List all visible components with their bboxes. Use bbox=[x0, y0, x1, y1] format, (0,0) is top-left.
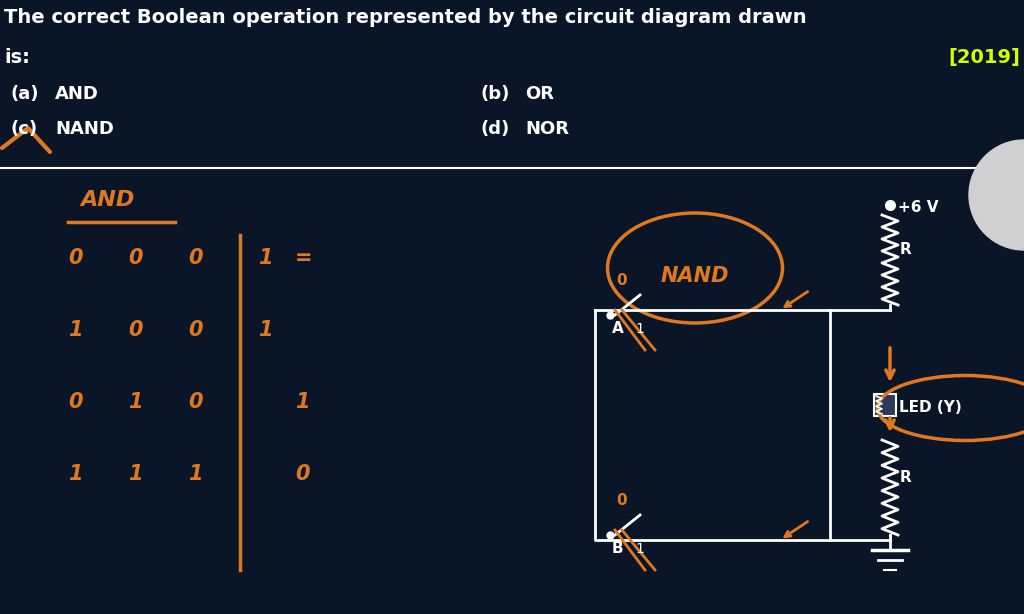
Text: +6 V: +6 V bbox=[898, 200, 939, 215]
Text: R: R bbox=[900, 243, 911, 257]
Bar bbox=[874, 394, 896, 416]
Text: 1: 1 bbox=[258, 320, 272, 340]
Text: [2019]: [2019] bbox=[948, 48, 1020, 67]
Text: 0: 0 bbox=[295, 464, 309, 484]
Text: 1: 1 bbox=[635, 322, 644, 336]
Text: R: R bbox=[900, 470, 911, 484]
Text: 0: 0 bbox=[188, 320, 203, 340]
Text: AND: AND bbox=[80, 190, 134, 210]
Text: 0: 0 bbox=[68, 392, 83, 412]
Text: B: B bbox=[612, 541, 624, 556]
Text: A: A bbox=[612, 321, 624, 336]
Text: The correct Boolean operation represented by the circuit diagram drawn: The correct Boolean operation represente… bbox=[4, 8, 807, 27]
Text: 1: 1 bbox=[295, 392, 309, 412]
Text: 1: 1 bbox=[128, 464, 142, 484]
Text: 0: 0 bbox=[68, 248, 83, 268]
Text: 1: 1 bbox=[635, 542, 644, 556]
Text: (a): (a) bbox=[10, 85, 39, 103]
Text: 1: 1 bbox=[128, 392, 142, 412]
Text: 0: 0 bbox=[616, 273, 628, 288]
Text: (d): (d) bbox=[480, 120, 509, 138]
Text: 0: 0 bbox=[188, 392, 203, 412]
Text: 1: 1 bbox=[188, 464, 203, 484]
Text: 0: 0 bbox=[188, 248, 203, 268]
Text: 0: 0 bbox=[128, 248, 142, 268]
Text: 0: 0 bbox=[616, 493, 628, 508]
Circle shape bbox=[969, 140, 1024, 250]
Text: =: = bbox=[295, 248, 312, 268]
Text: AND: AND bbox=[55, 85, 99, 103]
Text: 1: 1 bbox=[258, 248, 272, 268]
Text: 1: 1 bbox=[68, 464, 83, 484]
Text: is:: is: bbox=[4, 48, 30, 67]
Text: (b): (b) bbox=[480, 85, 509, 103]
Text: NAND: NAND bbox=[660, 266, 729, 286]
Text: LED (Y): LED (Y) bbox=[899, 400, 962, 416]
Text: NOR: NOR bbox=[525, 120, 569, 138]
Text: 1: 1 bbox=[68, 320, 83, 340]
Text: OR: OR bbox=[525, 85, 554, 103]
Text: NAND: NAND bbox=[55, 120, 114, 138]
Text: 0: 0 bbox=[128, 320, 142, 340]
Text: (c): (c) bbox=[10, 120, 37, 138]
